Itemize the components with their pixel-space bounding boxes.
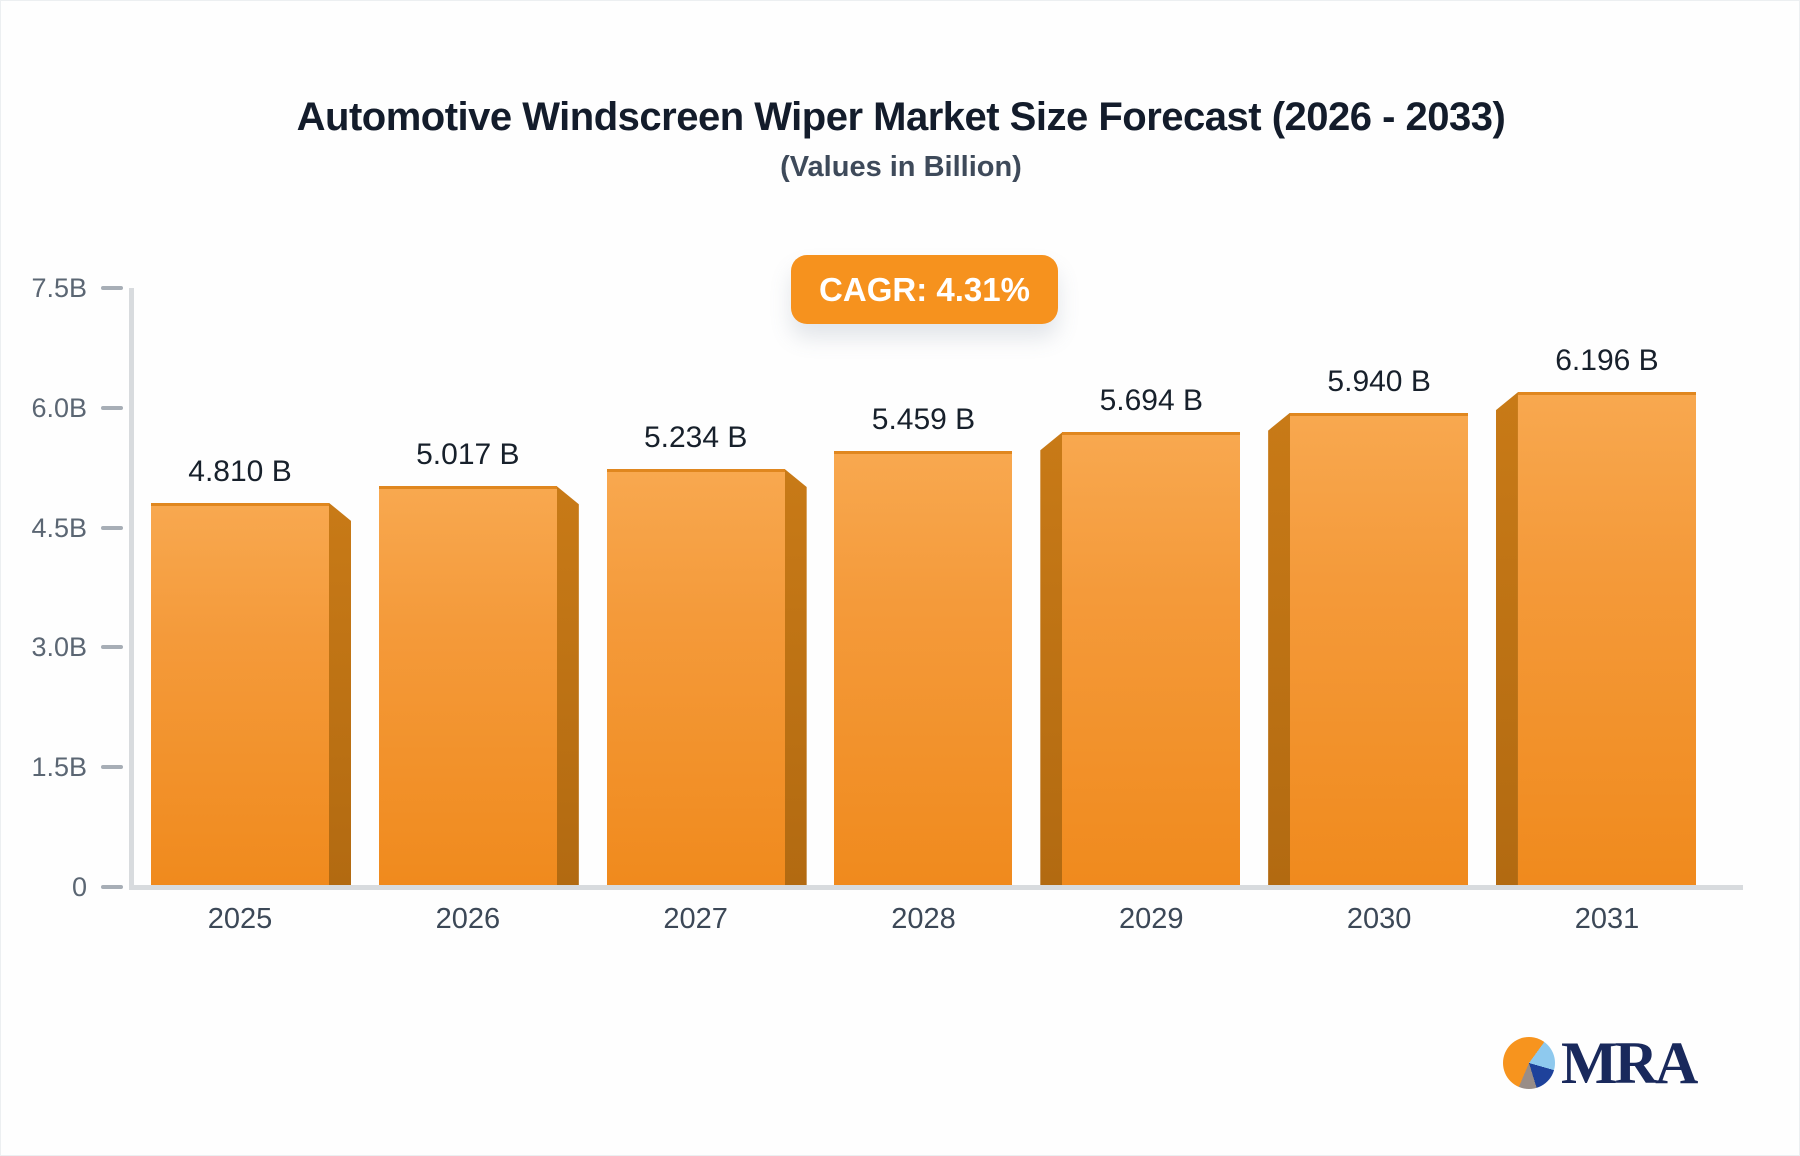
- x-tick-label: 2029: [1119, 903, 1184, 935]
- bar: [834, 451, 1013, 887]
- bar-side-face: [1040, 432, 1063, 887]
- bar: [606, 468, 785, 887]
- y-tick-label: 3.0B: [31, 632, 87, 663]
- y-tick-label: 0: [71, 872, 87, 902]
- x-tick-label: 2031: [1574, 903, 1640, 935]
- pie-chart-icon: [1503, 1037, 1555, 1089]
- y-tick-label: 6.0B: [31, 392, 87, 423]
- chart-title: Automotive Windscreen Wiper Market Size …: [296, 95, 1506, 139]
- bar-value-label: 5.459 B: [871, 403, 976, 436]
- bar-value-label: 5.940 B: [1327, 364, 1431, 398]
- bar-side-face: [329, 502, 351, 887]
- y-tick-label: 7.5B: [31, 273, 87, 303]
- bar: [378, 486, 557, 887]
- y-tick-label: 1.5B: [31, 752, 87, 783]
- bar-side-face: [784, 468, 807, 887]
- y-tick-mark: [101, 765, 123, 770]
- chart-subtitle: (Values in Billion): [780, 151, 1022, 183]
- cagr-badge-label: CAGR: 4.31%: [819, 270, 1030, 308]
- bar-value-label: 5.234 B: [643, 420, 748, 454]
- y-tick-mark: [101, 885, 123, 889]
- bar: [1517, 392, 1696, 887]
- x-tick-label: 2027: [663, 903, 728, 935]
- bar-value-label: 5.694 B: [1099, 384, 1204, 418]
- y-tick-mark: [101, 645, 123, 650]
- bar-value-label: 5.017 B: [416, 438, 520, 472]
- bar: [1290, 412, 1469, 887]
- bar-value-label: 6.196 B: [1555, 344, 1659, 378]
- x-tick-label: 2028: [891, 903, 956, 935]
- y-tick-mark: [101, 405, 123, 410]
- company-logo: MRA: [1503, 1030, 1698, 1096]
- bar-side-face: [1268, 412, 1291, 887]
- bar-value-label: 4.810 B: [188, 454, 292, 488]
- bar: [151, 502, 329, 887]
- x-tick-label: 2030: [1346, 903, 1412, 935]
- y-axis: [129, 288, 134, 890]
- x-axis: [129, 885, 1743, 890]
- bar-side-face: [556, 486, 579, 887]
- y-tick-mark: [101, 286, 123, 290]
- bar-side-face: [1495, 392, 1518, 887]
- x-tick-label: 2025: [207, 903, 273, 935]
- bar: [1062, 432, 1241, 887]
- x-tick-label: 2026: [435, 903, 501, 935]
- logo-text: MRA: [1561, 1030, 1698, 1096]
- y-tick-mark: [101, 525, 123, 530]
- cagr-badge: CAGR: 4.31%: [791, 255, 1058, 324]
- y-tick-label: 4.5B: [31, 512, 87, 543]
